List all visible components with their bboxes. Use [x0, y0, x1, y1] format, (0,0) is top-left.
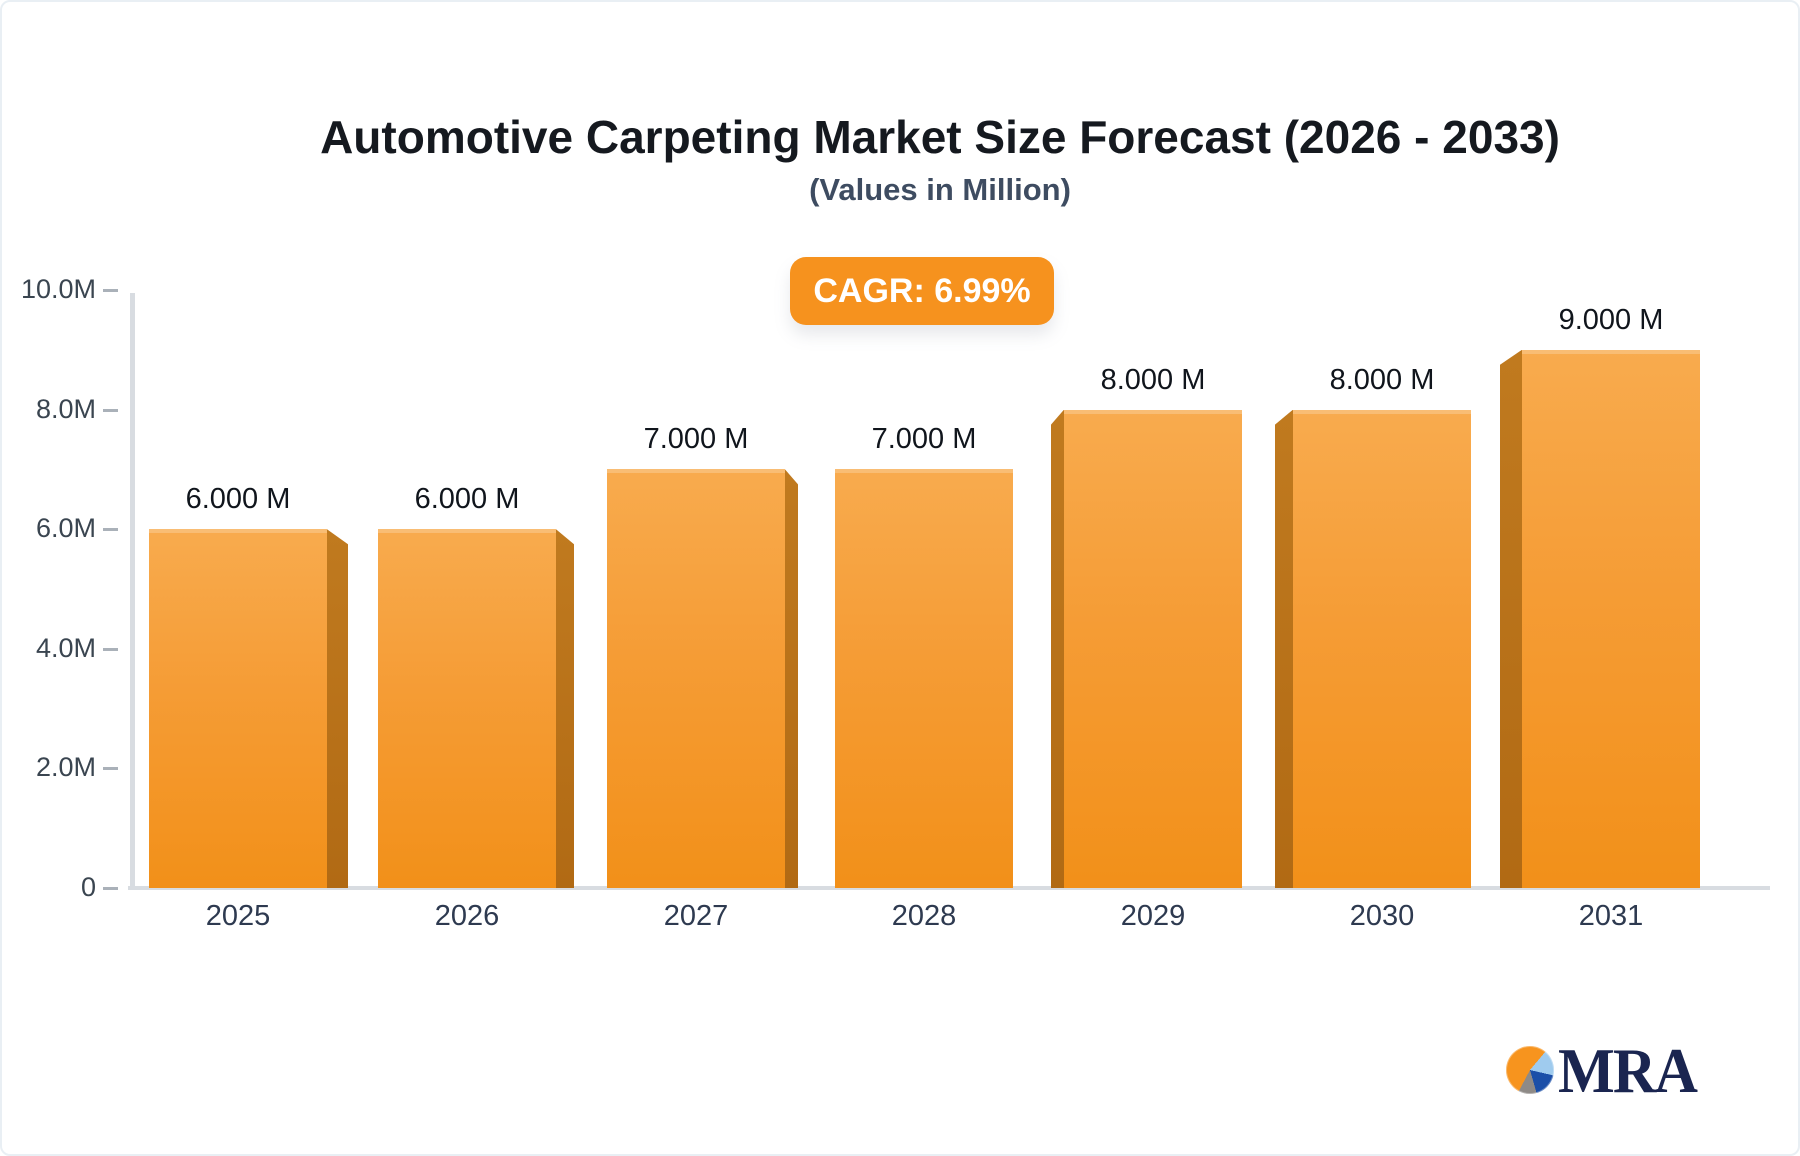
- y-axis-tick-label: 10.0M: [20, 274, 96, 304]
- brand-name: MRA: [1558, 1035, 1698, 1106]
- chart-title: Automotive Carpeting Market Size Forecas…: [320, 111, 1560, 163]
- y-axis-tick: [103, 647, 118, 651]
- cagr-badge: CAGR: 6.99%: [790, 257, 1054, 325]
- bar-2029: [1064, 409, 1242, 888]
- bar-side-face: [1500, 349, 1522, 888]
- y-axis-tick: [103, 887, 118, 890]
- y-axis-tick-label: 6.0M: [35, 513, 96, 544]
- bar-value-label: 6.000 M: [185, 483, 291, 516]
- x-axis-label: 2031: [1578, 900, 1644, 932]
- y-axis-tick-label: 8.0M: [35, 393, 96, 424]
- x-axis-label: 2029: [1120, 900, 1186, 932]
- x-axis-label: 2028: [891, 900, 957, 932]
- pie-chart-logo-icon: [1506, 1046, 1554, 1094]
- x-axis-label: 2030: [1349, 900, 1415, 932]
- bar-value-label: 6.000 M: [414, 483, 520, 516]
- chart-subtitle: (Values in Million): [809, 172, 1071, 207]
- x-axis-label: 2026: [434, 900, 500, 932]
- y-axis-tick: [103, 289, 118, 292]
- y-axis-tick-label: 0: [80, 872, 96, 902]
- bar-side-face: [556, 529, 574, 888]
- bar-2025: [149, 529, 327, 888]
- bar-value-label: 8.000 M: [1100, 363, 1206, 396]
- x-axis-label: 2027: [663, 900, 729, 932]
- y-axis-line: [130, 293, 135, 890]
- y-axis-tick-label: 2.0M: [35, 752, 96, 783]
- bar-value-label: 8.000 M: [1329, 363, 1435, 396]
- x-axis-baseline: [128, 886, 1770, 890]
- bar-value-label: 7.000 M: [871, 423, 977, 456]
- bar-2026: [378, 529, 556, 888]
- bar-side-face: [1051, 409, 1064, 888]
- bar-side-face: [327, 529, 348, 888]
- bar-2031: [1522, 349, 1700, 888]
- y-axis-tick-label: 4.0M: [35, 632, 96, 663]
- y-axis-tick: [103, 528, 118, 532]
- x-axis-label: 2025: [205, 900, 271, 932]
- y-axis-tick: [103, 408, 118, 412]
- bar-2027: [607, 469, 785, 888]
- y-axis-tick: [103, 767, 118, 771]
- bar-2030: [1293, 409, 1471, 888]
- bar-value-label: 7.000 M: [643, 423, 749, 456]
- bar-2028: [835, 469, 1013, 888]
- bar-side-face: [1275, 409, 1293, 888]
- bar-side-face: [785, 469, 798, 888]
- bar-value-label: 9.000 M: [1558, 303, 1664, 336]
